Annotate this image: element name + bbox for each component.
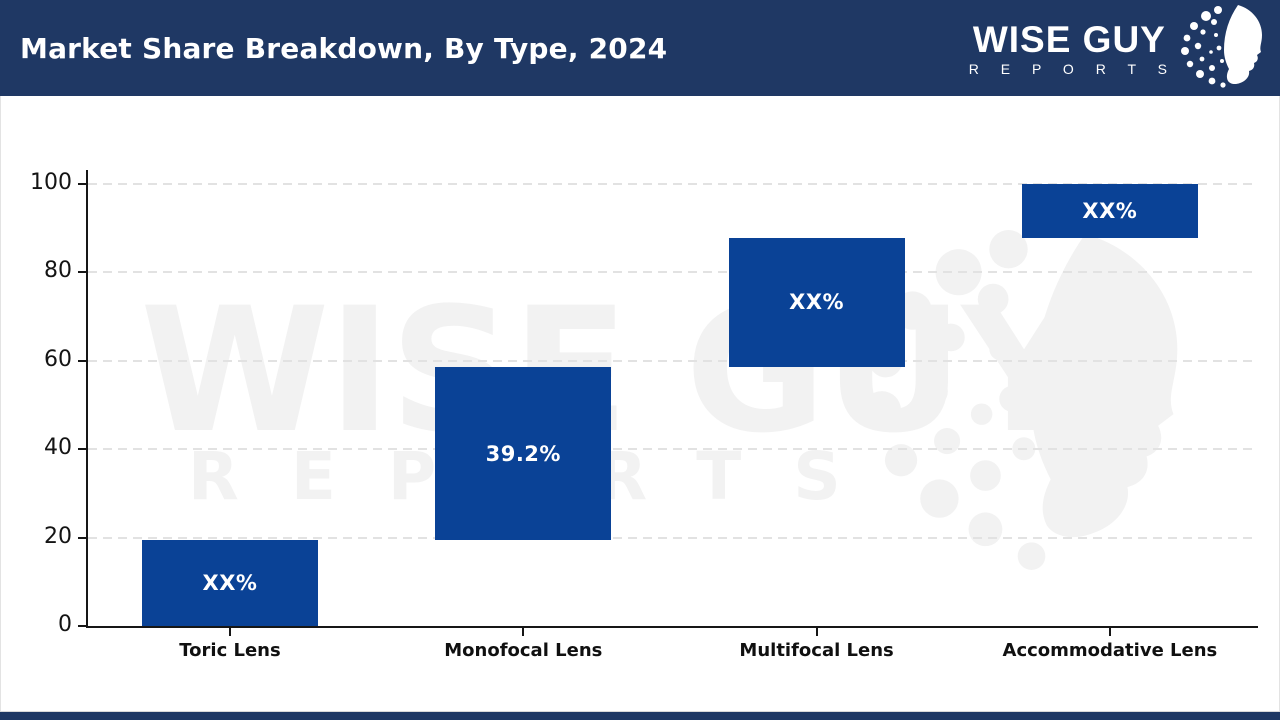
y-axis-tick-label: 80: [44, 258, 72, 284]
gridline-100: [88, 183, 1258, 185]
y-axis-tick-label: 60: [44, 346, 72, 372]
y-axis-tick: [78, 271, 86, 274]
footer-bar: [0, 712, 1280, 720]
y-axis-tick: [78, 536, 86, 539]
x-axis-tick: [522, 628, 525, 636]
y-axis-tick-label: 100: [30, 170, 72, 195]
x-axis-tick: [815, 628, 818, 636]
bar-value-label: XX%: [202, 571, 258, 596]
category-label: Accommodative Lens: [1002, 640, 1218, 661]
page-title: Market Share Breakdown, By Type, 2024: [20, 31, 668, 65]
bar-value-label: XX%: [789, 290, 845, 315]
gridline-80: [88, 271, 1258, 274]
brand-name: WISE GUY: [972, 18, 1166, 60]
brand-wordmark: WISE GUY R E P O R T S: [963, 21, 1176, 76]
header-bar: Market Share Breakdown, By Type, 2024 WI…: [0, 0, 1280, 96]
head-profile-icon: [1178, 4, 1264, 92]
x-axis-tick: [1108, 628, 1111, 636]
bar-multifocal-lens: XX%: [728, 237, 905, 367]
category-label: Multifocal Lens: [739, 640, 894, 661]
x-axis-tick: [229, 628, 231, 636]
brand-subtitle: R E P O R T S: [968, 60, 1176, 77]
y-axis-tick: [78, 183, 86, 185]
y-axis-tick-label: 20: [44, 523, 72, 549]
y-axis-tick-label: 40: [44, 435, 72, 461]
bar-monofocal-lens: 39.2%: [435, 366, 612, 541]
y-axis: [86, 170, 88, 628]
y-axis-tick: [78, 359, 86, 362]
y-axis-tick: [78, 448, 86, 451]
brand-logo: WISE GUY R E P O R T S: [963, 4, 1264, 92]
bar-toric-lens: XX%: [142, 540, 318, 626]
footer-divider: [0, 711, 1280, 712]
gridline-20: [88, 536, 1258, 539]
category-label: Toric Lens: [179, 640, 281, 661]
bar-value-label: XX%: [1082, 198, 1138, 223]
x-axis: [86, 626, 1258, 628]
y-axis-tick: [78, 625, 86, 627]
y-axis-tick-label: 0: [58, 612, 72, 637]
gridline-60: [88, 359, 1258, 362]
gridline-40: [88, 448, 1258, 451]
bar-value-label: 39.2%: [485, 441, 561, 466]
bar-accommodative-lens: XX%: [1021, 184, 1198, 238]
category-label: Monofocal Lens: [444, 640, 603, 661]
